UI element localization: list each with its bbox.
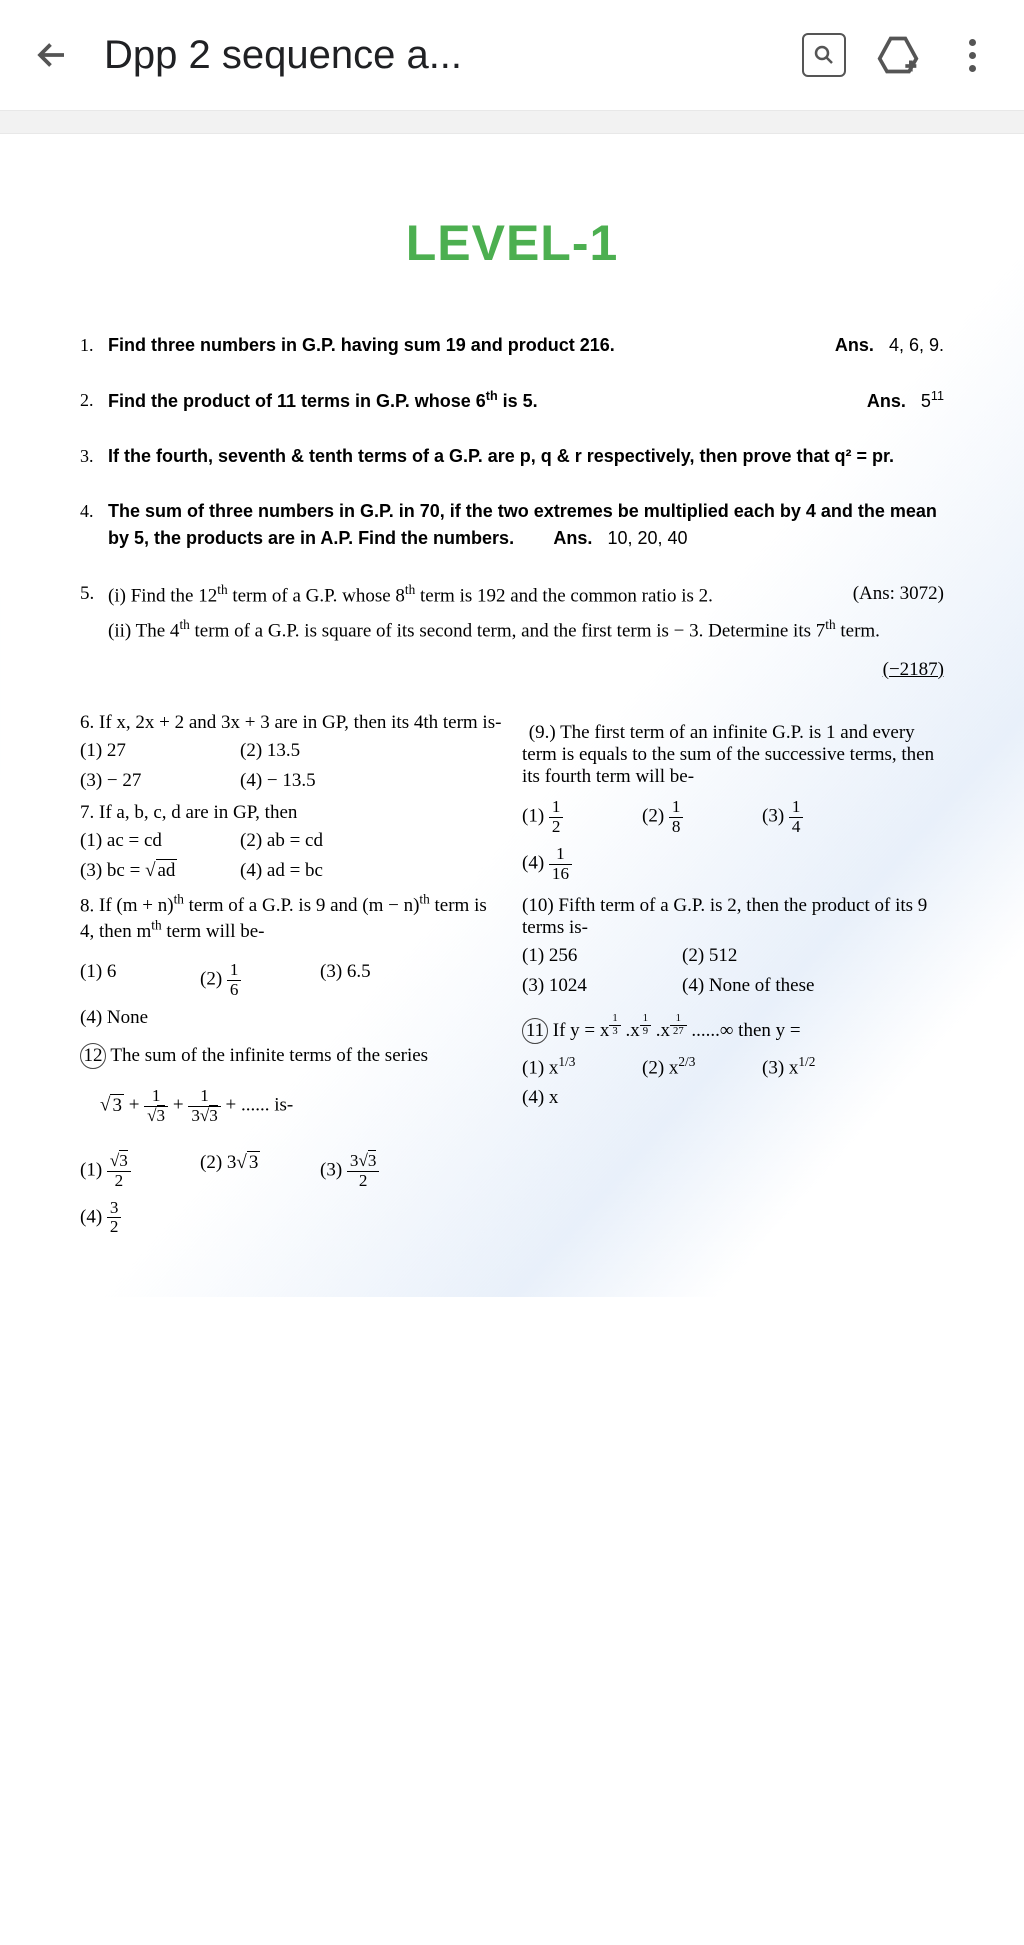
q10-text: Fifth term of a G.P. is 2, then the prod… <box>522 895 927 938</box>
question-5: 5. (i) Find the 12th term of a G.P. whos… <box>80 580 944 684</box>
question-11: 11 If y = x13 .x19 .x127 ......∞ then y … <box>522 1013 944 1109</box>
q5-number: 5. <box>80 580 100 684</box>
q3-text: If the fourth, seventh & tenth terms of … <box>108 443 944 470</box>
q10-options: (1) 256 (2) 512 (3) 1024 (4) None of the… <box>522 945 944 997</box>
question-10: (10) Fifth term of a G.P. is 2, then the… <box>522 895 944 997</box>
q2-text: Find the product of 11 terms in G.P. who… <box>108 387 538 415</box>
question-12: 12 The sum of the infinite terms of the … <box>80 1043 502 1237</box>
q6-opt1[interactable]: (1) 27 <box>80 740 200 762</box>
q1-text: Find three numbers in G.P. having sum 19… <box>108 332 615 359</box>
question-7: 7. If a, b, c, d are in GP, then (1) ac … <box>80 802 502 882</box>
q7-text: If a, b, c, d are in GP, then <box>99 802 297 823</box>
question-6: 6. If x, 2x + 2 and 3x + 3 are in GP, th… <box>80 712 502 792</box>
find-in-page-button[interactable] <box>802 33 846 77</box>
q6-text: If x, 2x + 2 and 3x + 3 are in GP, then … <box>99 712 501 733</box>
q11-opt2[interactable]: (2) x2/3 <box>642 1054 722 1079</box>
q8-text: If (m + n)th term of a G.P. is 9 and (m … <box>80 895 487 941</box>
q11-number: 11 <box>522 1018 548 1044</box>
header-divider <box>0 110 1024 134</box>
mcq-columns: 6. If x, 2x + 2 and 3x + 3 are in GP, th… <box>80 712 944 1237</box>
q7-opt1[interactable]: (1) ac = cd <box>80 830 200 852</box>
add-to-drive-button[interactable] <box>876 33 920 77</box>
q12-opt3[interactable]: (3) 3√32 <box>320 1152 400 1191</box>
q11-text: If y = x13 .x19 .x127 ......∞ then y = <box>553 1020 801 1041</box>
question-3: 3. If the fourth, seventh & tenth terms … <box>80 443 944 470</box>
q7-opt4[interactable]: (4) ad = bc <box>240 860 360 882</box>
q1-number: 1. <box>80 332 100 359</box>
right-column: (9.) The first term of an infinite G.P. … <box>522 712 944 1237</box>
q5ii: (ii) The 4th term of a G.P. is square of… <box>108 615 944 646</box>
q11-opt4[interactable]: (4) x <box>522 1087 602 1109</box>
q6-opt2[interactable]: (2) 13.5 <box>240 740 360 762</box>
drive-plus-icon <box>876 33 920 77</box>
q11-opt1[interactable]: (1) x1/3 <box>522 1054 602 1079</box>
q7-number: 7. <box>80 802 94 823</box>
q12-opt1[interactable]: (1) √32 <box>80 1152 160 1191</box>
q5ii-answer: (−2187) <box>108 656 944 685</box>
q9-text: The first term of an infinite G.P. is 1 … <box>522 722 934 787</box>
q11-opt3[interactable]: (3) x1/2 <box>762 1054 842 1079</box>
page-title: Dpp 2 sequence a... <box>104 33 772 78</box>
q11-options: (1) x1/3 (2) x2/3 (3) x1/2 (4) x <box>522 1054 944 1109</box>
back-button[interactable] <box>30 33 74 77</box>
q9-opt4[interactable]: (4) 116 <box>522 845 602 884</box>
q6-opt4[interactable]: (4) − 13.5 <box>240 770 360 792</box>
find-in-page-icon <box>802 33 846 77</box>
q4-text: The sum of three numbers in G.P. in 70, … <box>108 498 944 552</box>
q1-answer: Ans. 4, 6, 9. <box>835 332 944 359</box>
q4-number: 4. <box>80 498 100 552</box>
q7-options: (1) ac = cd (2) ab = cd (3) bc = √ad (4)… <box>80 830 502 882</box>
arrow-left-icon <box>34 37 70 73</box>
q12-options: (1) √32 (2) 3√3 (3) 3√32 (4) 32 <box>80 1152 502 1237</box>
more-vert-icon <box>969 39 976 72</box>
q7-opt3[interactable]: (3) bc = √ad <box>80 860 200 882</box>
q2-answer: Ans. 511 <box>867 387 944 415</box>
q3-number: 3. <box>80 443 100 470</box>
level-heading: LEVEL-1 <box>80 214 944 272</box>
q8-opt2[interactable]: (2) 16 <box>200 961 280 1000</box>
q9-opt2[interactable]: (2) 18 <box>642 798 722 837</box>
left-column: 6. If x, 2x + 2 and 3x + 3 are in GP, th… <box>80 712 502 1237</box>
q2-number: 2. <box>80 387 100 415</box>
app-top-bar: Dpp 2 sequence a... <box>0 0 1024 110</box>
q12-expression: √3 + 1√3 + 13√3 + ...... is- <box>100 1087 502 1126</box>
q12-text: The sum of the infinite terms of the ser… <box>110 1045 428 1066</box>
question-8: 8. If (m + n)th term of a G.P. is 9 and … <box>80 892 502 1029</box>
q8-number: 8. <box>80 895 94 916</box>
q7-opt2[interactable]: (2) ab = cd <box>240 830 360 852</box>
question-4: 4. The sum of three numbers in G.P. in 7… <box>80 498 944 552</box>
q10-opt2[interactable]: (2) 512 <box>682 945 802 967</box>
question-2: 2. Find the product of 11 terms in G.P. … <box>80 387 944 415</box>
q8-opt3[interactable]: (3) 6.5 <box>320 961 400 1000</box>
q9-opt3[interactable]: (3) 14 <box>762 798 842 837</box>
q6-number: 6. <box>80 712 94 733</box>
question-1: 1. Find three numbers in G.P. having sum… <box>80 332 944 359</box>
q10-opt1[interactable]: (1) 256 <box>522 945 642 967</box>
q5i-answer: (Ans: 3072) <box>853 580 944 609</box>
q6-opt3[interactable]: (3) − 27 <box>80 770 200 792</box>
q10-opt4[interactable]: (4) None of these <box>682 975 814 997</box>
q10-opt3[interactable]: (3) 1024 <box>522 975 642 997</box>
q9-opt1[interactable]: (1) 12 <box>522 798 602 837</box>
q5i: (i) Find the 12th term of a G.P. whose 8… <box>108 580 944 611</box>
question-9: (9.) The first term of an infinite G.P. … <box>522 712 944 883</box>
q8-options: (1) 6 (2) 16 (3) 6.5 (4) None <box>80 961 502 1030</box>
document-page: LEVEL-1 1. Find three numbers in G.P. ha… <box>0 134 1024 1297</box>
q8-opt4[interactable]: (4) None <box>80 1007 160 1029</box>
q8-opt1[interactable]: (1) 6 <box>80 961 160 1000</box>
more-options-button[interactable] <box>950 33 994 77</box>
q12-opt2[interactable]: (2) 3√3 <box>200 1152 280 1191</box>
q12-number: 12 <box>80 1043 106 1069</box>
q9-options: (1) 12 (2) 18 (3) 14 (4) 116 <box>522 798 944 883</box>
q12-opt4[interactable]: (4) 32 <box>80 1199 160 1238</box>
q6-options: (1) 27 (2) 13.5 (3) − 27 (4) − 13.5 <box>80 740 502 792</box>
